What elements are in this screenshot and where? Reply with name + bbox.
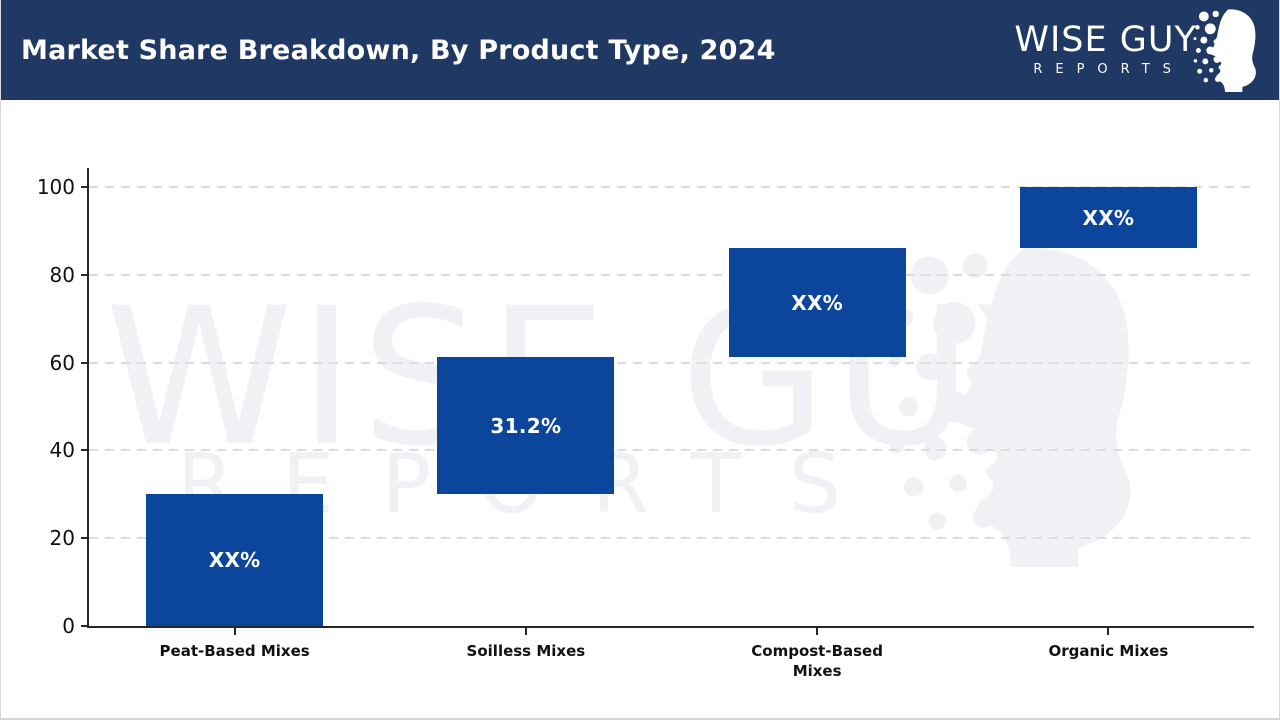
category-label: Soilless Mixes: [466, 642, 586, 660]
y-tick-mark: [81, 273, 89, 276]
bar-value-label: 31.2%: [490, 413, 562, 438]
category-label: Compost-Based Mixes: [751, 642, 883, 680]
y-tick-mark: [81, 625, 89, 627]
y-tick-mark: [81, 186, 89, 188]
y-tick-mark: [81, 537, 89, 540]
grid-line: [89, 537, 1254, 540]
brand-subtitle: REPORTS: [1033, 62, 1184, 77]
report-header: Market Share Breakdown, By Product Type,…: [1, 0, 1279, 100]
y-tick-label: 40: [49, 438, 75, 463]
y-tick-label: 0: [62, 614, 75, 638]
y-tick-label: 60: [49, 350, 75, 375]
bar-value-label: XX%: [1082, 205, 1135, 230]
x-tick-mark: [816, 627, 819, 635]
bar-segment: 31.2%: [437, 357, 615, 495]
y-tick-mark: [81, 361, 89, 364]
y-tick-label: 80: [49, 262, 75, 287]
face-profile-icon: [1193, 9, 1256, 92]
grid-line: [89, 186, 1254, 188]
category-label: Peat-Based Mixes: [159, 642, 310, 660]
x-tick-mark: [524, 627, 527, 635]
grid-line: [89, 449, 1254, 452]
x-tick-mark: [233, 627, 236, 635]
bar-value-label: XX%: [791, 290, 844, 315]
grid-line: [89, 273, 1254, 276]
bar-segment: XX%: [1019, 187, 1197, 249]
brand-name: WISE GUY: [1014, 20, 1197, 60]
y-tick-label: 100: [36, 175, 75, 199]
wise-guy-logo-text: WISE GUY REPORTS: [1014, 20, 1197, 78]
x-tick-mark: [1107, 627, 1110, 635]
plot-area: XX% Peat-Based Mixes 31.2% Soilless Mixes XX…: [1, 100, 1279, 718]
wise-guy-logo: WISE GUY REPORTS: [1014, 8, 1265, 92]
y-axis-line: [87, 168, 89, 628]
y-tick-mark: [81, 449, 89, 452]
bar-segment: XX%: [146, 494, 324, 626]
page-title: Market Share Breakdown, By Product Type,…: [21, 34, 776, 66]
chart-area: WISE GUY REPORTS XX%Peat-Based Mixes31.2…: [1, 100, 1279, 718]
category-label: Organic Mixes: [1048, 642, 1169, 660]
grid-line: [89, 361, 1254, 364]
y-tick-label: 20: [49, 526, 75, 551]
x-axis-line: [87, 626, 1254, 628]
bar-segment: XX%: [728, 248, 906, 358]
bar-value-label: XX%: [208, 548, 261, 573]
